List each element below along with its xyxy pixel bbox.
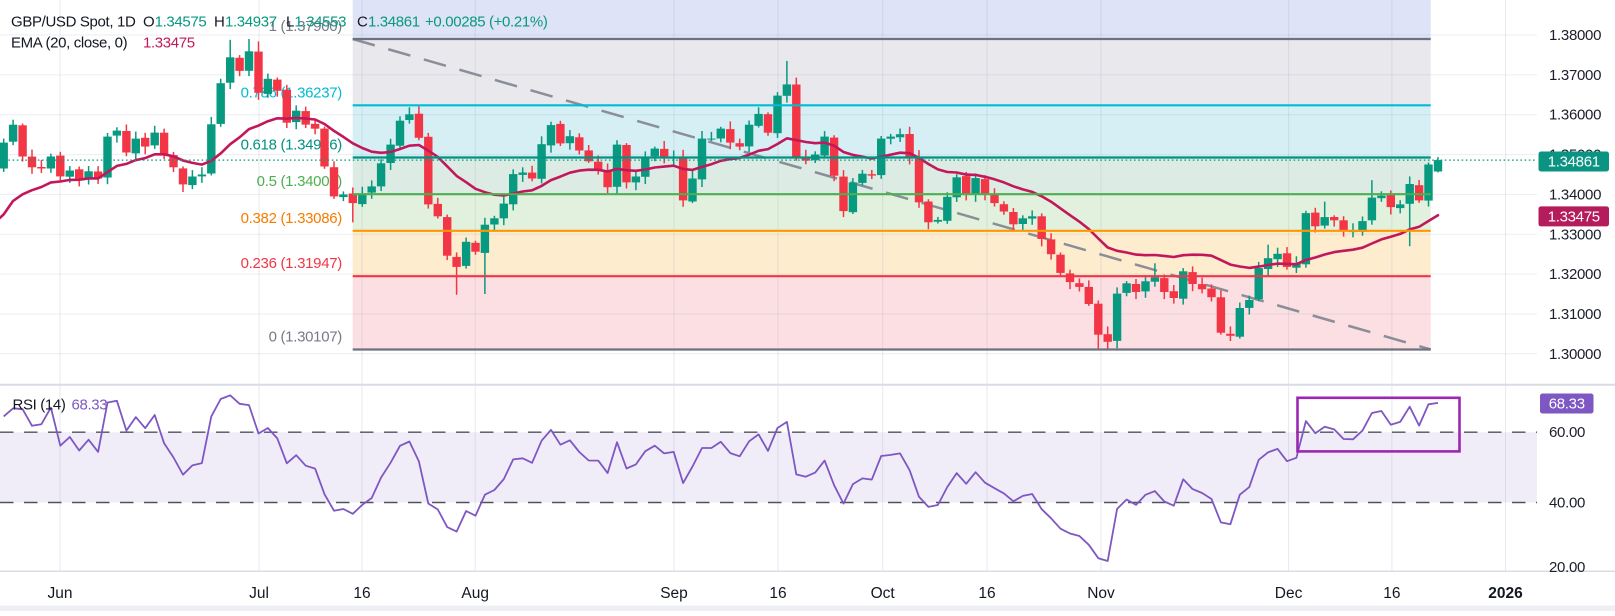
svg-text:1.32000: 1.32000 <box>1549 266 1601 283</box>
svg-text:1.31000: 1.31000 <box>1549 306 1601 323</box>
svg-text:1.38000: 1.38000 <box>1549 27 1601 44</box>
svg-text:0.5 (1.34006): 0.5 (1.34006) <box>257 173 343 190</box>
svg-text:2026: 2026 <box>1488 585 1523 602</box>
svg-text:H: H <box>214 14 224 31</box>
svg-text:L: L <box>286 14 294 31</box>
svg-text:68.33: 68.33 <box>72 397 108 414</box>
svg-text:GBP/USD Spot, 1D: GBP/USD Spot, 1D <box>11 14 136 31</box>
svg-text:1.34000: 1.34000 <box>1549 186 1601 203</box>
svg-text:40.00: 40.00 <box>1549 495 1585 512</box>
svg-text:16: 16 <box>769 585 786 602</box>
svg-text:1.33000: 1.33000 <box>1549 226 1601 243</box>
svg-text:1.34553: 1.34553 <box>294 14 346 31</box>
svg-text:C: C <box>357 14 368 31</box>
svg-text:0.382 (1.33086): 0.382 (1.33086) <box>241 210 343 227</box>
svg-text:EMA (20, close, 0): EMA (20, close, 0) <box>11 35 128 52</box>
svg-text:1.34861: 1.34861 <box>1548 153 1600 170</box>
svg-text:Nov: Nov <box>1087 585 1115 602</box>
svg-text:1.37000: 1.37000 <box>1549 67 1601 84</box>
svg-text:16: 16 <box>1383 585 1400 602</box>
svg-text:1.36000: 1.36000 <box>1549 107 1601 124</box>
svg-text:0 (1.30107): 0 (1.30107) <box>269 329 343 346</box>
svg-text:16: 16 <box>353 585 370 602</box>
svg-text:Jul: Jul <box>249 585 269 602</box>
svg-text:RSI (14): RSI (14) <box>13 397 66 414</box>
svg-text:1 (1.37900): 1 (1.37900) <box>269 18 343 35</box>
svg-text:Aug: Aug <box>461 585 489 602</box>
svg-text:Sep: Sep <box>660 585 688 602</box>
svg-text:1.34861: 1.34861 <box>368 14 420 31</box>
svg-text:1.30000: 1.30000 <box>1549 346 1601 363</box>
svg-text:1.34937: 1.34937 <box>225 14 277 31</box>
svg-text:O: O <box>143 14 154 31</box>
svg-text:0.618 (1.34926): 0.618 (1.34926) <box>241 137 343 154</box>
svg-text:20.00: 20.00 <box>1549 559 1585 576</box>
svg-text:68.33: 68.33 <box>1549 396 1585 413</box>
svg-text:0.236 (1.31947): 0.236 (1.31947) <box>241 255 343 272</box>
svg-text:+0.00285 (+0.21%): +0.00285 (+0.21%) <box>425 14 548 31</box>
svg-text:1.33475: 1.33475 <box>1548 208 1600 225</box>
svg-text:Dec: Dec <box>1275 585 1303 602</box>
svg-text:Jun: Jun <box>48 585 73 602</box>
svg-text:60.00: 60.00 <box>1549 424 1585 441</box>
svg-text:Oct: Oct <box>871 585 896 602</box>
svg-text:16: 16 <box>978 585 995 602</box>
svg-text:1.34575: 1.34575 <box>155 14 207 31</box>
svg-text:1.33475: 1.33475 <box>143 35 195 52</box>
